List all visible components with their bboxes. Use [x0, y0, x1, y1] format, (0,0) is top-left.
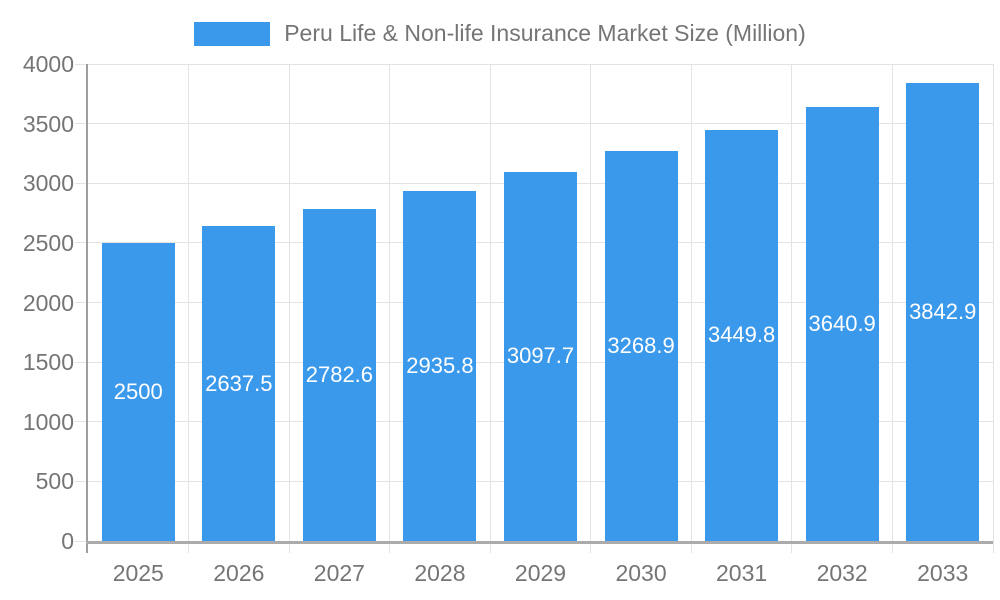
- v-gridline: [288, 64, 290, 553]
- h-gridline: [75, 63, 993, 65]
- plot-area: 2500 2637.5 2782.6 2935.8 3097.7 3268.9 3449.8…: [23, 52, 994, 585]
- y-axis-tick: [75, 540, 88, 542]
- bar-2032[interactable]: [805, 106, 879, 541]
- bar-value-label: 3268.9: [607, 333, 675, 359]
- v-gridline: [992, 64, 994, 553]
- x-tick-label: 2030: [615, 560, 667, 586]
- y-tick-label: 2000: [22, 289, 74, 316]
- bar-value-label: 2500: [113, 378, 163, 404]
- legend-swatch-icon: [194, 21, 271, 46]
- bar-value-label: 2637.5: [205, 370, 273, 396]
- bar-value-label: 3097.7: [506, 343, 575, 369]
- bar-2028[interactable]: [403, 190, 477, 541]
- legend: Peru Life & Non-life Insurance Market Si…: [0, 20, 1000, 47]
- y-tick-label: 500: [35, 468, 74, 495]
- v-gridline: [389, 64, 391, 553]
- y-tick-label: 3500: [22, 110, 74, 137]
- y-tick-label: 1500: [22, 349, 74, 376]
- v-gridline: [590, 64, 592, 553]
- y-axis-line: [86, 64, 88, 553]
- x-tick-label: 2028: [414, 560, 466, 586]
- v-gridline: [489, 64, 491, 553]
- bar-2029[interactable]: [504, 171, 577, 541]
- x-tick-label: 2029: [514, 560, 567, 586]
- bar-2031[interactable]: [705, 129, 779, 541]
- legend-item[interactable]: Peru Life & Non-life Insurance Market Si…: [194, 20, 806, 47]
- bar-2026[interactable]: [202, 226, 276, 541]
- bar-2030[interactable]: [604, 151, 678, 541]
- v-gridline: [188, 64, 190, 553]
- x-tick-label: 2031: [716, 560, 768, 586]
- y-tick-label: 1000: [22, 408, 74, 435]
- bar-value-label: 2782.6: [305, 362, 374, 388]
- x-axis-line: [86, 541, 993, 544]
- bar-2027[interactable]: [302, 209, 376, 541]
- v-gridline: [791, 64, 793, 553]
- x-tick-label: 2032: [816, 560, 868, 586]
- bar-value-label: 3842.9: [909, 298, 977, 324]
- x-tick-label: 2027: [313, 560, 365, 586]
- bar-2033[interactable]: [906, 82, 980, 541]
- x-tick-label: 2026: [213, 560, 265, 586]
- y-tick-label: 0: [61, 528, 74, 554]
- bar-value-label: 3640.9: [808, 310, 876, 336]
- h-gridline: [75, 123, 993, 125]
- legend-label: Peru Life & Non-life Insurance Market Si…: [284, 20, 806, 46]
- bar-2025[interactable]: [101, 242, 175, 541]
- v-gridline: [690, 64, 692, 553]
- y-tick-label: 2500: [22, 229, 74, 256]
- x-tick-label: 2033: [917, 560, 969, 586]
- y-tick-label: 4000: [22, 51, 74, 77]
- y-tick-label: 3000: [22, 170, 74, 197]
- x-tick-label: 2025: [112, 560, 164, 586]
- bar-value-label: 3449.8: [707, 322, 776, 348]
- bar-value-label: 2935.8: [406, 352, 474, 378]
- v-gridline: [891, 64, 893, 553]
